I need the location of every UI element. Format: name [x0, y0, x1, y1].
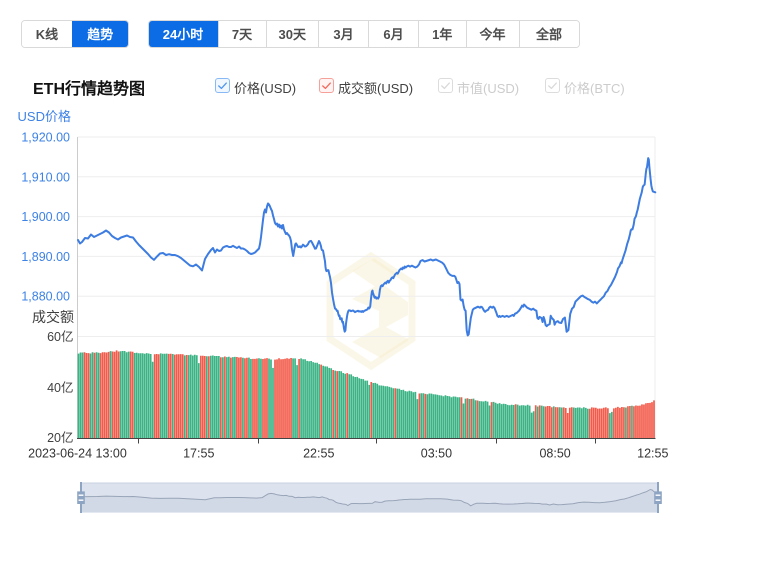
svg-text:成交额: 成交额 — [32, 309, 74, 325]
svg-text:20亿: 20亿 — [47, 430, 73, 445]
svg-text:08:50: 08:50 — [539, 447, 570, 461]
svg-text:03:50: 03:50 — [421, 447, 452, 461]
svg-text:60亿: 60亿 — [47, 329, 73, 344]
svg-text:1,910.00: 1,910.00 — [21, 170, 70, 184]
svg-text:1,880.00: 1,880.00 — [21, 290, 70, 304]
svg-text:1,920.00: 1,920.00 — [21, 131, 70, 145]
svg-text:2023-06-24 13:00: 2023-06-24 13:00 — [28, 447, 127, 461]
svg-text:1,900.00: 1,900.00 — [21, 210, 70, 224]
svg-text:22:55: 22:55 — [303, 447, 334, 461]
svg-text:40亿: 40亿 — [47, 380, 73, 395]
svg-text:12:55: 12:55 — [637, 447, 668, 461]
svg-text:17:55: 17:55 — [183, 447, 214, 461]
svg-text:USD价格: USD价格 — [18, 109, 71, 124]
svg-text:1,890.00: 1,890.00 — [21, 250, 70, 264]
